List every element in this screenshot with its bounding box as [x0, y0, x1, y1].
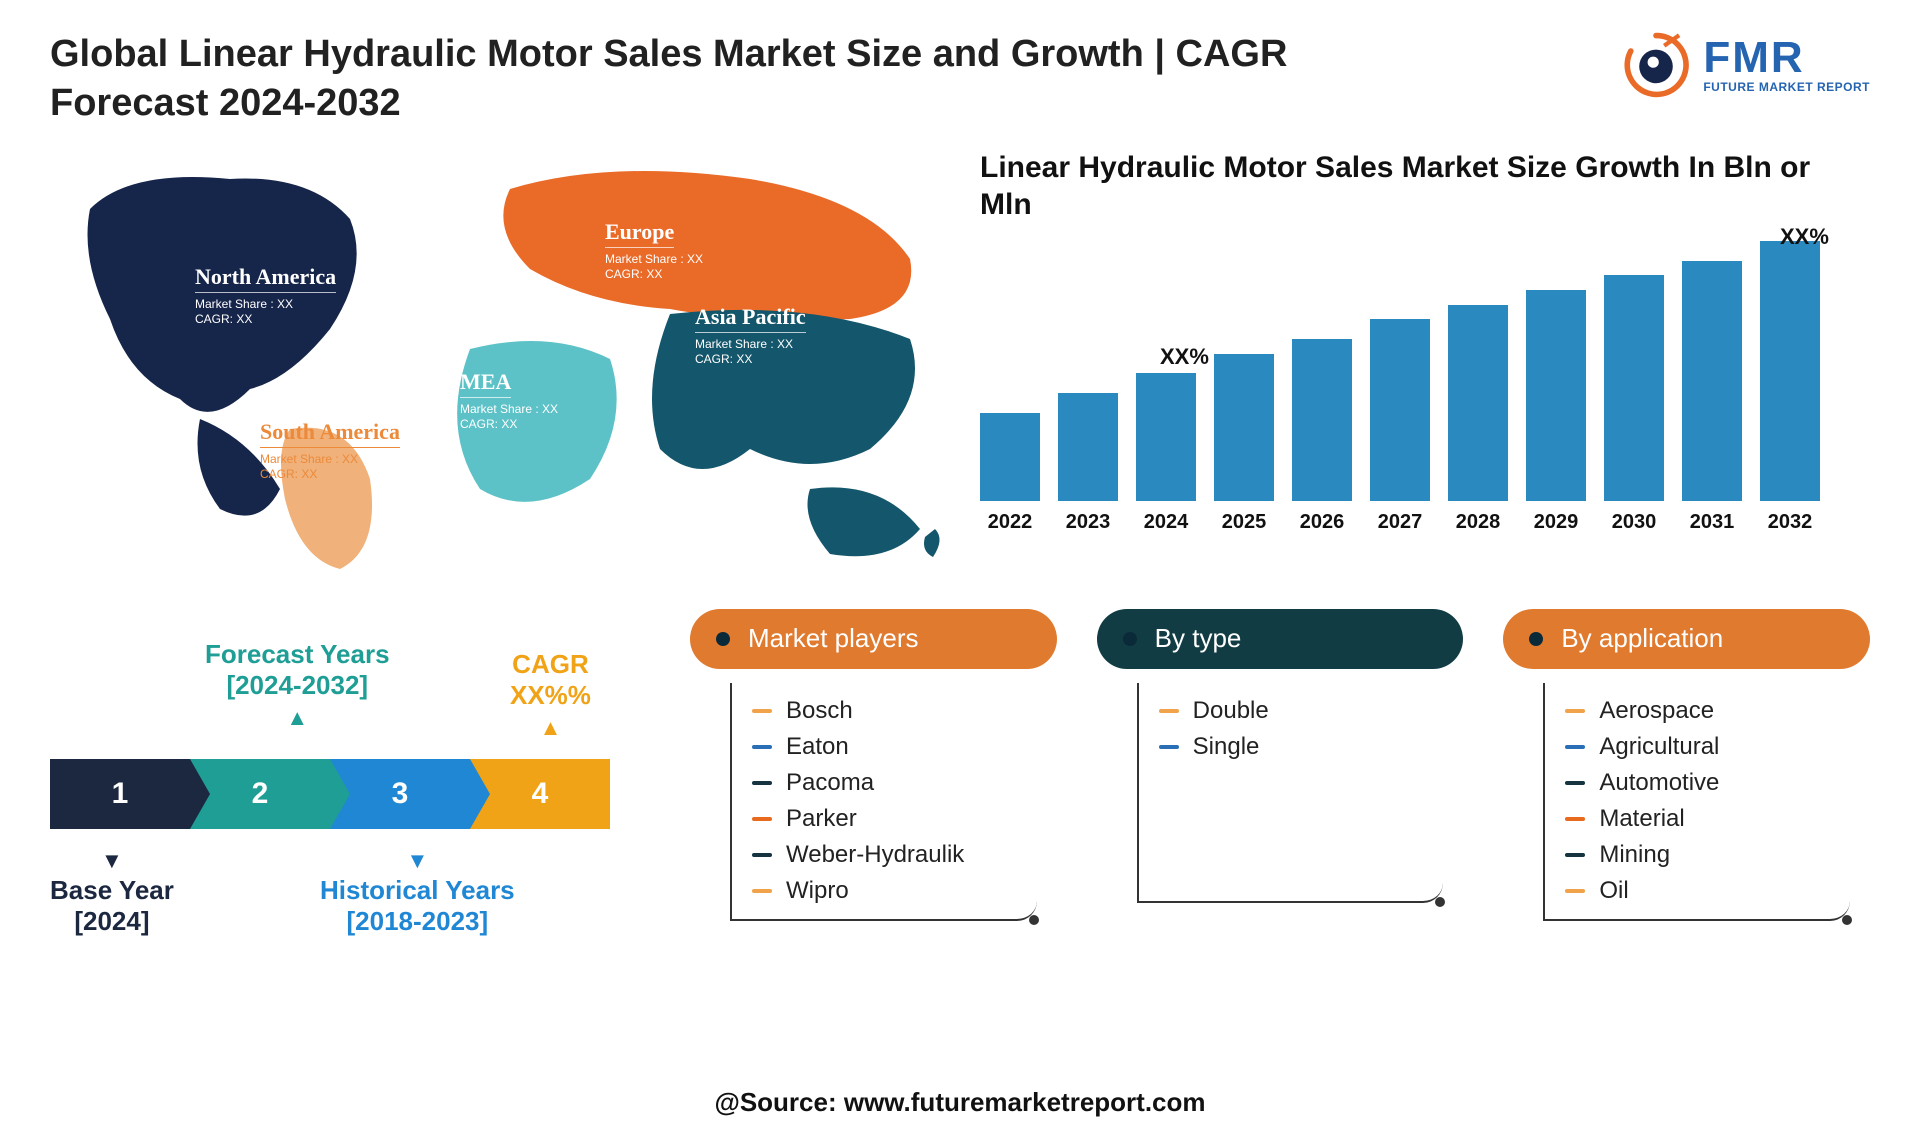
- list-item: Automotive: [1565, 765, 1850, 801]
- fmr-logo-icon: [1621, 30, 1691, 100]
- logo: FMR FUTURE MARKET REPORT: [1621, 30, 1870, 100]
- page-title: Global Linear Hydraulic Motor Sales Mark…: [50, 30, 1350, 129]
- bar-2024: 2024: [1136, 373, 1196, 534]
- pill-list: DoubleSingle: [1137, 683, 1444, 903]
- timeline: Forecast Years [2024-2032] ▲ CAGR XX%% ▲…: [50, 609, 650, 969]
- timeline-label-cagr: CAGR XX%% ▲: [510, 649, 591, 743]
- bar-2029: 2029: [1526, 290, 1586, 534]
- bar-2026: 2026: [1292, 339, 1352, 534]
- list-item: Aerospace: [1565, 693, 1850, 729]
- list-item: Wipro: [752, 873, 1037, 909]
- world-map: North AmericaMarket Share : XXCAGR: XX So…: [50, 149, 950, 569]
- region-mea: MEAMarket Share : XXCAGR: XX: [460, 369, 558, 433]
- header: Global Linear Hydraulic Motor Sales Mark…: [50, 30, 1870, 129]
- region-ap: Asia PacificMarket Share : XXCAGR: XX: [695, 304, 806, 368]
- list-item: Weber-Hydraulik: [752, 837, 1037, 873]
- list-item: Eaton: [752, 729, 1037, 765]
- pill-header: Market players: [690, 609, 1057, 669]
- timeline-bar: 1234: [50, 759, 610, 829]
- region-eu: EuropeMarket Share : XXCAGR: XX: [605, 219, 703, 283]
- list-item: Single: [1159, 729, 1444, 765]
- bar-2032: 2032: [1760, 241, 1820, 534]
- bar-2025: 2025: [1214, 354, 1274, 534]
- list-item: Mining: [1565, 837, 1850, 873]
- list-item: Bosch: [752, 693, 1037, 729]
- chart-bars: 2022 2023 2024 2025 2026 2027 2028 2029 2030 2031…: [980, 234, 1870, 534]
- chart-annotation-0: XX%: [1160, 344, 1209, 370]
- pill-by-type: By type DoubleSingle: [1097, 609, 1464, 903]
- list-item: Pacoma: [752, 765, 1037, 801]
- list-item: Agricultural: [1565, 729, 1850, 765]
- region-sa: South AmericaMarket Share : XXCAGR: XX: [260, 419, 400, 483]
- timeline-seg-2: 2: [190, 759, 330, 829]
- pill-list: BoschEatonPacomaParkerWeber-HydraulikWip…: [730, 683, 1037, 921]
- pill-by-application: By application AerospaceAgriculturalAutom…: [1503, 609, 1870, 921]
- bar-chart: Linear Hydraulic Motor Sales Market Size…: [980, 149, 1870, 569]
- logo-text-main: FMR: [1703, 36, 1870, 80]
- chart-title: Linear Hydraulic Motor Sales Market Size…: [980, 149, 1870, 224]
- bar-2023: 2023: [1058, 393, 1118, 534]
- pill-header: By type: [1097, 609, 1464, 669]
- timeline-label-base: ▼ Base Year [2024]: [50, 844, 174, 938]
- region-na: North AmericaMarket Share : XXCAGR: XX: [195, 264, 336, 328]
- pill-list: AerospaceAgriculturalAutomotiveMaterialM…: [1543, 683, 1850, 921]
- bar-2027: 2027: [1370, 319, 1430, 534]
- pill-header: By application: [1503, 609, 1870, 669]
- bar-2031: 2031: [1682, 261, 1742, 534]
- list-item: Oil: [1565, 873, 1850, 909]
- list-item: Double: [1159, 693, 1444, 729]
- timeline-seg-3: 3: [330, 759, 470, 829]
- timeline-label-forecast: Forecast Years [2024-2032] ▲: [205, 639, 390, 733]
- timeline-seg-4: 4: [470, 759, 610, 829]
- bar-2030: 2030: [1604, 275, 1664, 534]
- source-line: @Source: www.futuremarketreport.com: [0, 1087, 1920, 1118]
- bar-2028: 2028: [1448, 305, 1508, 534]
- timeline-label-hist: ▼ Historical Years [2018-2023]: [320, 844, 515, 938]
- list-item: Material: [1565, 801, 1850, 837]
- timeline-seg-1: 1: [50, 759, 190, 829]
- logo-text-sub: FUTURE MARKET REPORT: [1703, 80, 1870, 94]
- map-svg: [50, 149, 950, 569]
- list-item: Parker: [752, 801, 1037, 837]
- chart-annotation-1: XX%: [1780, 224, 1829, 250]
- pill-market-players: Market players BoschEatonPacomaParkerWebe…: [690, 609, 1057, 921]
- bar-2022: 2022: [980, 413, 1040, 534]
